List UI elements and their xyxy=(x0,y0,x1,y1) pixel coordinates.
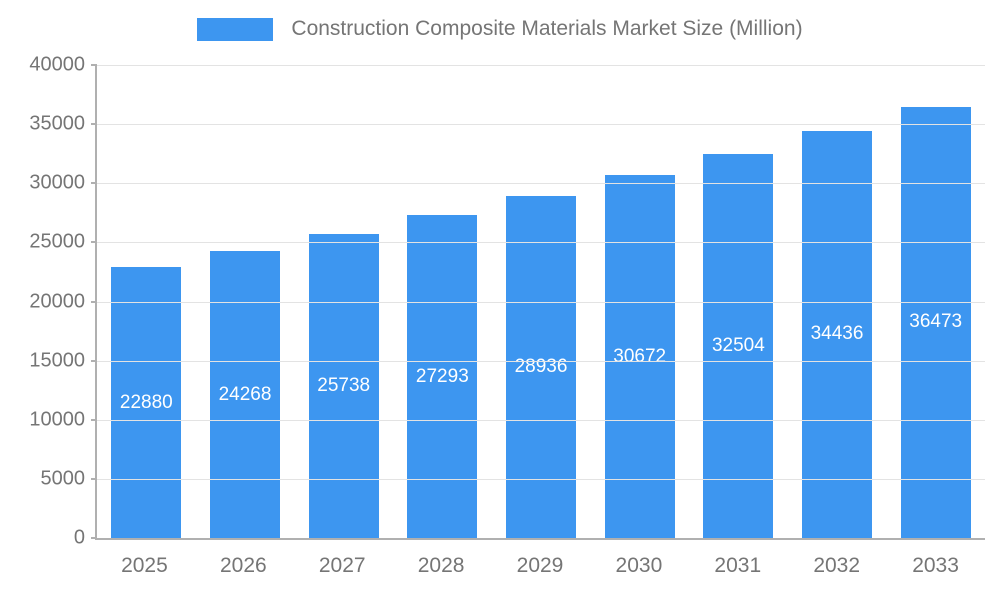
y-tick-mark xyxy=(91,300,97,303)
y-tick-mark xyxy=(91,64,97,66)
bar-value-label: 22880 xyxy=(119,391,173,413)
y-tick-mark xyxy=(91,182,97,185)
bar-value-label: 30672 xyxy=(613,345,667,367)
bars-row: 22880 24268 25738 27293 28936 30672 32504 34436… xyxy=(97,65,985,538)
bar-2031[interactable]: 32504 xyxy=(703,153,774,538)
bar-value-label: 27293 xyxy=(415,365,469,387)
x-tick-label: 2025 xyxy=(121,554,168,577)
bar-2026[interactable]: 24268 xyxy=(209,251,281,538)
gridline xyxy=(97,242,985,244)
y-tick-mark xyxy=(91,477,97,480)
bar-value-label: 36473 xyxy=(909,311,963,333)
bar-slot: 28936 xyxy=(492,65,591,538)
bar-value-label: 32504 xyxy=(711,334,765,356)
x-tick-label: 2026 xyxy=(219,554,267,577)
bar-value-label: 25738 xyxy=(317,374,371,396)
gridline xyxy=(97,419,985,421)
y-tick-label: 40000 xyxy=(29,53,85,76)
y-tick-mark xyxy=(91,418,97,421)
bar-2030[interactable]: 30672 xyxy=(604,175,675,538)
bar-value-label: 24268 xyxy=(218,383,272,405)
x-tick-label: 2028 xyxy=(417,554,465,577)
plot-area: 22880 24268 25738 27293 28936 30672 32504 34436… xyxy=(29,54,985,549)
bar-2029[interactable]: 28936 xyxy=(506,195,577,538)
bar-slot: 34436 xyxy=(788,65,887,538)
bar-2032[interactable]: 34436 xyxy=(802,130,873,538)
y-tick-label: 25000 xyxy=(29,230,85,253)
y-tick-label: 10000 xyxy=(29,408,85,431)
bar-slot: 32504 xyxy=(689,65,788,538)
y-tick-mark xyxy=(91,241,97,244)
gridline xyxy=(97,301,985,303)
x-tick-label: 2033 xyxy=(912,554,959,577)
gridline xyxy=(97,183,985,185)
bar-2033[interactable]: 36473 xyxy=(900,106,971,538)
x-axis: 2025 2026 2027 2028 2029 2030 2031 2032 2033 xyxy=(95,554,985,578)
x-tick-label: 2030 xyxy=(615,554,663,577)
gridline xyxy=(97,124,985,126)
legend-swatch xyxy=(197,17,274,41)
y-tick-mark xyxy=(91,537,97,539)
gridline xyxy=(97,65,985,66)
bar-2027[interactable]: 25738 xyxy=(308,233,379,538)
bar-slot: 25738 xyxy=(294,65,393,538)
y-tick-mark xyxy=(91,359,97,362)
y-tick-label: 0 xyxy=(73,526,85,549)
bar-2025[interactable]: 22880 xyxy=(111,267,182,538)
y-tick-label: 30000 xyxy=(29,171,85,194)
gridline xyxy=(97,360,985,362)
x-tick-label: 2027 xyxy=(318,554,366,577)
bar-slot: 30672 xyxy=(590,65,689,538)
y-tick-label: 15000 xyxy=(29,349,85,372)
bar-slot: 36473 xyxy=(886,65,985,538)
bar-slot: 27293 xyxy=(393,65,492,538)
legend[interactable]: Construction Composite Materials Market … xyxy=(0,17,1000,41)
y-tick-mark xyxy=(91,123,97,126)
bar-2028[interactable]: 27293 xyxy=(407,215,478,538)
y-tick-label: 5000 xyxy=(40,467,86,490)
x-tick-label: 2031 xyxy=(714,554,762,577)
x-tick-label: 2032 xyxy=(813,554,861,577)
bar-slot: 24268 xyxy=(196,65,295,538)
chart-title: Construction Composite Materials Market … xyxy=(291,17,803,40)
bar-value-label: 34436 xyxy=(810,323,864,345)
gridline xyxy=(97,478,985,480)
y-tick-label: 20000 xyxy=(29,290,85,312)
x-tick-label: 2029 xyxy=(516,554,564,577)
bar-slot: 22880 xyxy=(97,65,196,538)
bar-value-label: 28936 xyxy=(514,355,568,377)
y-tick-label: 35000 xyxy=(29,112,85,135)
